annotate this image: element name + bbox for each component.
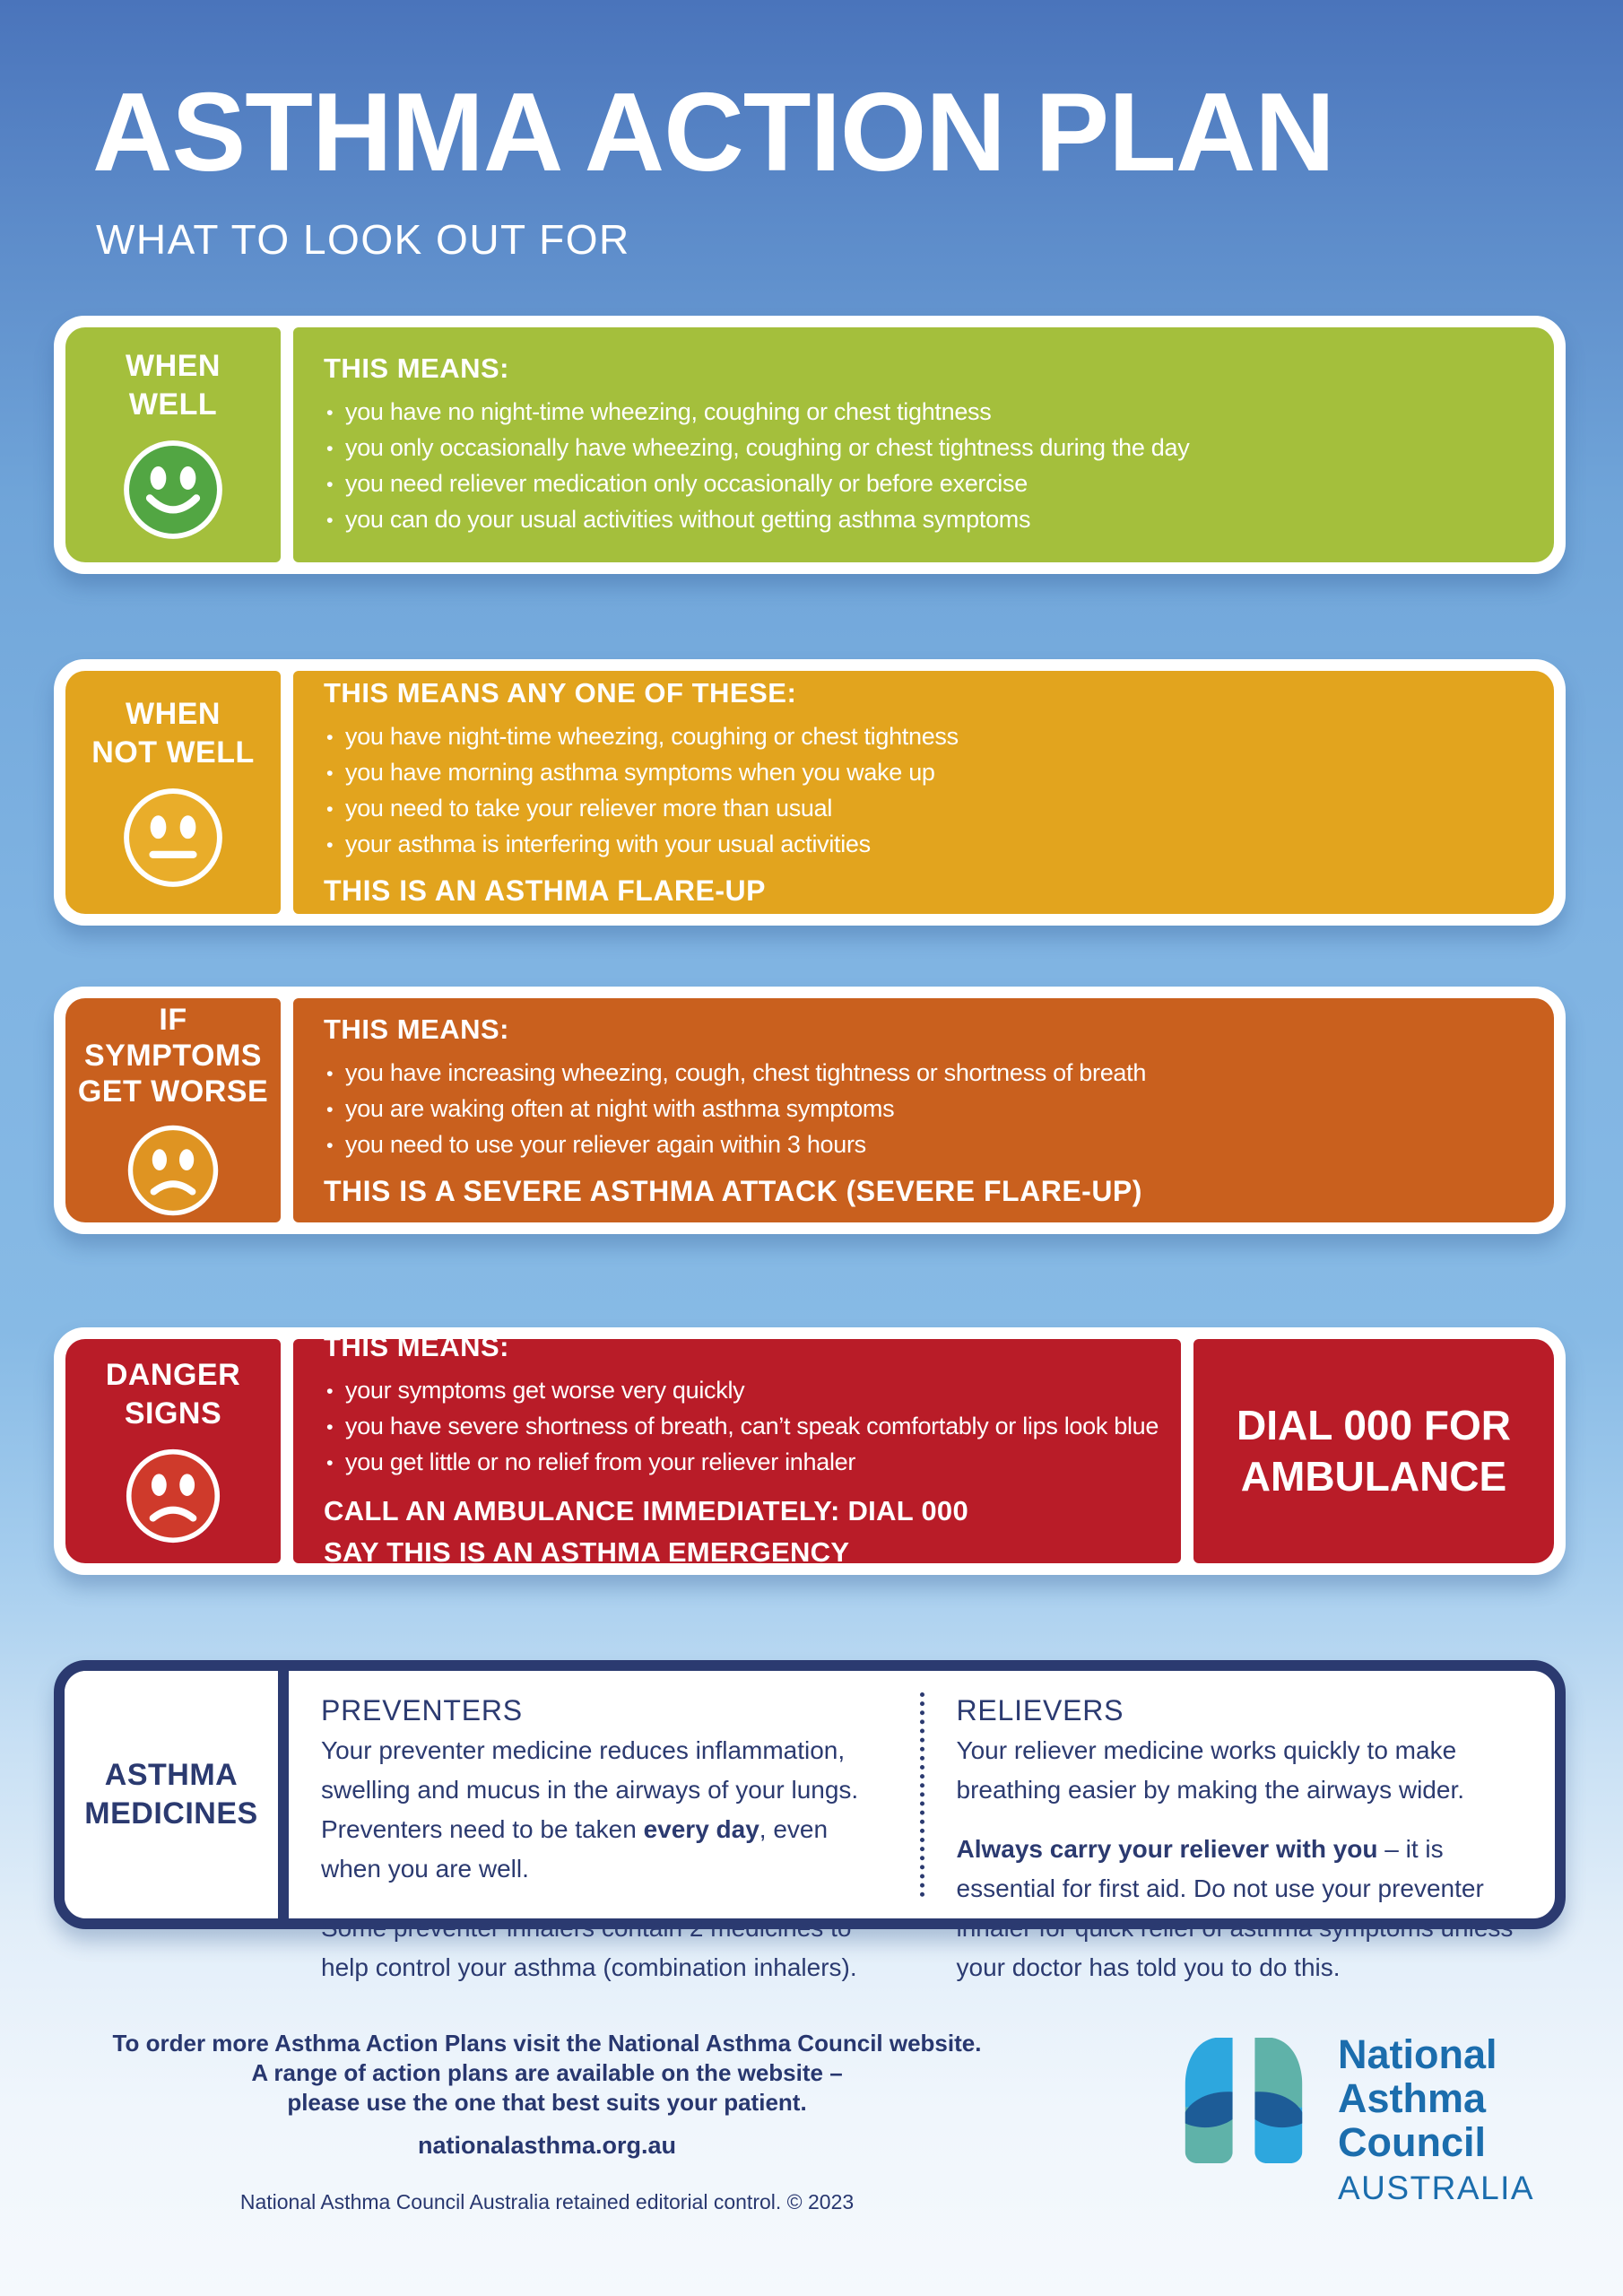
logo-line-australia: AUSTRALIA: [1338, 2170, 1535, 2206]
text-run-bold: Always carry your reliever with you: [956, 1835, 1378, 1863]
website-url[interactable]: nationalasthma.org.au: [417, 2132, 677, 2159]
section-if-symptoms-get-worse: IF SYMPTOMS GET WORSE THIS MEANS: you ha…: [54, 987, 1566, 1234]
bullet-item: you get little or no relief from your re…: [324, 1444, 1172, 1481]
relievers-paragraph: Always carry your reliever with you – it…: [957, 1830, 1529, 1987]
label-line: WHEN: [126, 349, 221, 383]
severe-attack-statement: THIS IS A SEVERE ASTHMA ATTACK (SEVERE F…: [324, 1174, 1142, 1207]
section-heading: THIS MEANS ANY ONE OF THESE:: [324, 677, 797, 709]
asthma-emergency-line: SAY THIS IS AN ASTHMA EMERGENCY: [324, 1536, 850, 1568]
label-line: SIGNS: [124, 1396, 222, 1431]
when-well-content: THIS MEANS: you have no night-time wheez…: [293, 327, 1554, 562]
section-heading: THIS MEANS:: [324, 1331, 509, 1362]
label-line: IF: [159, 1003, 187, 1037]
section-when-not-well: WHEN NOT WELL THIS MEANS ANY ONE OF THES…: [54, 659, 1566, 926]
section-when-well: WHEN WELL THIS MEANS: you have no night-…: [54, 316, 1566, 574]
bullet-list: you have increasing wheezing, cough, che…: [324, 1055, 1545, 1163]
section-heading: THIS MEANS:: [324, 352, 509, 384]
section-danger-signs: DANGER SIGNS THIS MEANS: your symptoms g…: [54, 1327, 1566, 1575]
bullet-item: you only occasionally have wheezing, cou…: [324, 430, 1545, 466]
preventers-column: PREVENTERS Your preventer medicine reduc…: [289, 1671, 920, 1981]
logo-line: Council: [1338, 2119, 1486, 2165]
sad-face-icon: [127, 1125, 219, 1216]
section-label: IF SYMPTOMS GET WORSE: [78, 1002, 268, 1109]
section-label: WHEN WELL: [126, 347, 221, 424]
page-subtitle: WHAT TO LOOK OUT FOR: [96, 216, 630, 263]
preventers-heading: PREVENTERS: [321, 1694, 523, 1726]
logo-line: National: [1338, 2031, 1497, 2077]
label-line: NOT WELL: [91, 735, 255, 770]
neutral-face-icon: [124, 787, 222, 887]
danger-signs-label-column: DANGER SIGNS: [65, 1339, 281, 1563]
bullet-list: your symptoms get worse very quickly you…: [324, 1372, 1172, 1481]
symptoms-worse-label-column: IF SYMPTOMS GET WORSE: [65, 998, 281, 1222]
vertical-divider: [278, 1671, 289, 1918]
bullet-item: you have increasing wheezing, cough, che…: [324, 1055, 1545, 1091]
lungs-icon: [1185, 2037, 1303, 2164]
label-line: GET WORSE: [77, 1074, 269, 1109]
logo-text: National Asthma Council AUSTRALIA: [1338, 2032, 1534, 2207]
bullet-item: you have night-time wheezing, coughing o…: [324, 718, 1545, 755]
sad-face-icon: [126, 1448, 221, 1544]
section-label: DANGER SIGNS: [106, 1356, 240, 1433]
when-not-well-content: THIS MEANS ANY ONE OF THESE: you have ni…: [293, 671, 1554, 914]
bullet-item: you have no night-time wheezing, coughin…: [324, 394, 1545, 430]
label-line: ASTHMA: [104, 1758, 239, 1792]
symptoms-worse-content: THIS MEANS: you have increasing wheezing…: [293, 998, 1554, 1222]
footer-note-line: please use the one that best suits your …: [287, 2089, 807, 2116]
copyright-line: National Asthma Council Australia retain…: [239, 2190, 855, 2213]
bullet-item: you need to use your reliever again with…: [324, 1126, 1545, 1163]
medicines-label-column: ASTHMA MEDICINES: [65, 1671, 278, 1918]
section-label: ASTHMA MEDICINES: [84, 1756, 257, 1833]
label-line: WHEN: [126, 696, 221, 731]
dotted-divider: [919, 1692, 924, 1897]
text-run-bold: every day: [643, 1815, 759, 1843]
label-line: DANGER: [105, 1358, 241, 1392]
bullet-item: you can do your usual activities without…: [324, 501, 1545, 538]
preventers-paragraph: Your preventer medicine reduces inflamma…: [321, 1731, 893, 1889]
bullet-item: your asthma is interfering with your usu…: [324, 826, 1545, 863]
bullet-item: you need reliever medication only occasi…: [324, 465, 1545, 502]
call-ambulance-line: CALL AN AMBULANCE IMMEDIATELY: DIAL 000: [324, 1495, 968, 1526]
text-run: Your preventer medicine reduces inflamma…: [321, 1736, 859, 1843]
relievers-paragraph: Your reliever medicine works quickly to …: [956, 1736, 1465, 1804]
section-asthma-medicines: ASTHMA MEDICINES PREVENTERS Your prevent…: [54, 1660, 1566, 1981]
when-not-well-label-column: WHEN NOT WELL: [65, 671, 281, 914]
logo-line: Asthma: [1338, 2075, 1487, 2121]
bullet-item: your symptoms get worse very quickly: [324, 1372, 1172, 1409]
footer-note-line: To order more Asthma Action Plans visit …: [112, 2030, 982, 2057]
section-label: WHEN NOT WELL: [91, 695, 255, 772]
label-line: MEDICINES: [84, 1796, 258, 1831]
bullet-list: you have night-time wheezing, coughing o…: [324, 718, 1545, 863]
nac-logo: National Asthma Council AUSTRALIA: [1180, 2032, 1534, 2207]
preventers-paragraph: Some preventer inhalers contain 2 medici…: [321, 1914, 857, 1981]
bullet-item: you have severe shortness of breath, can…: [324, 1408, 1172, 1445]
label-line: WELL: [128, 387, 218, 422]
relievers-heading: RELIEVERS: [956, 1694, 1124, 1726]
flare-up-statement: THIS IS AN ASTHMA FLARE-UP: [324, 874, 766, 907]
bullet-item: you are waking often at night with asthm…: [324, 1091, 1545, 1127]
section-heading: THIS MEANS:: [324, 1013, 509, 1045]
when-well-label-column: WHEN WELL: [65, 327, 281, 562]
dial-000-box: DIAL 000 FOR AMBULANCE: [1193, 1339, 1554, 1563]
relievers-column: RELIEVERS Your reliever medicine works q…: [924, 1671, 1556, 1981]
label-line: SYMPTOMS: [84, 1039, 262, 1073]
danger-signs-content: THIS MEANS: your symptoms get worse very…: [293, 1331, 1181, 1568]
happy-face-icon: [124, 440, 222, 539]
bullet-item: you have morning asthma symptoms when yo…: [324, 754, 1545, 791]
text-run: – it is essential for first aid. Do not …: [956, 1835, 1514, 1981]
footer: To order more Asthma Action Plans visit …: [54, 2029, 1040, 2214]
bullet-list: you have no night-time wheezing, coughin…: [324, 394, 1545, 538]
bullet-item: you need to take your reliever more than…: [324, 790, 1545, 827]
page-title: ASTHMA ACTION PLAN: [92, 71, 1335, 195]
footer-note-line: A range of action plans are available on…: [251, 2059, 843, 2086]
text-run: , even when you are well.: [321, 1815, 829, 1883]
